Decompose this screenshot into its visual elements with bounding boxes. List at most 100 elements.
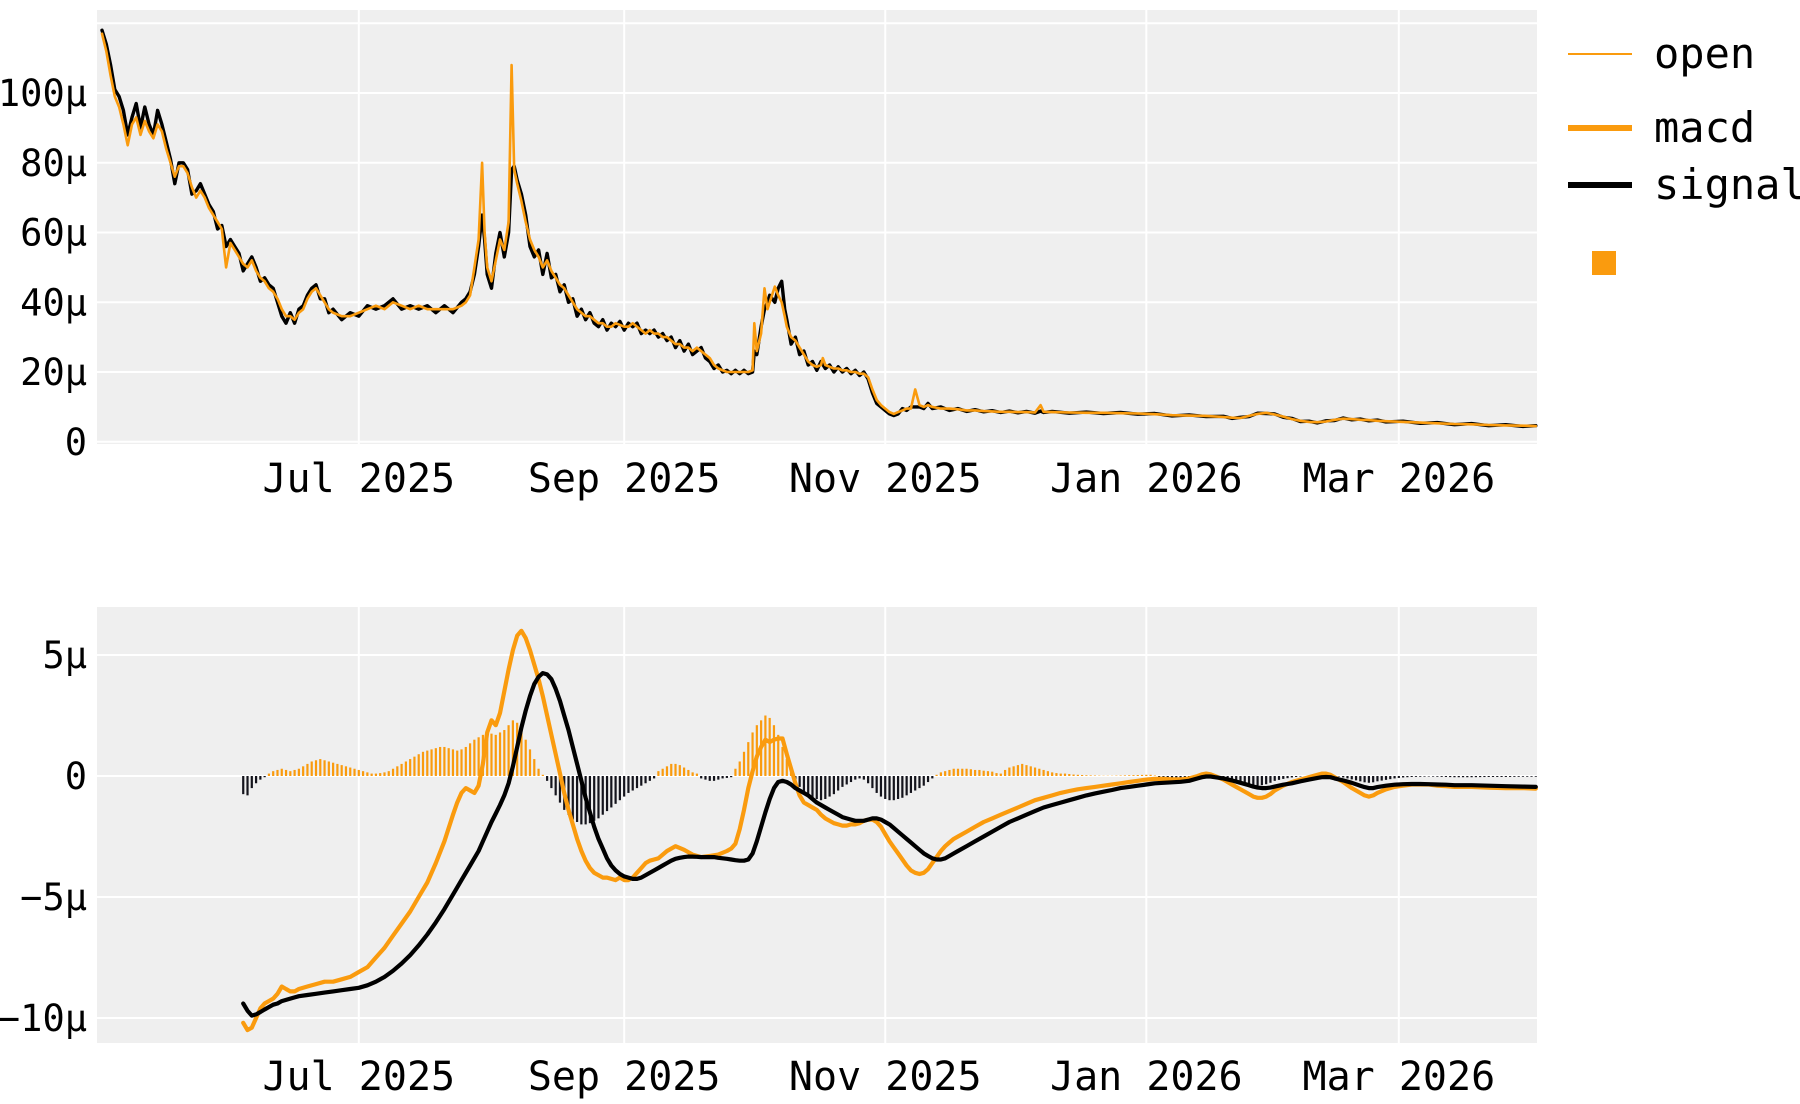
- macd-line-swatch-icon: [1568, 125, 1632, 131]
- y-tick-label: 60µ: [20, 212, 87, 255]
- histogram-bar-positive: [1055, 773, 1057, 776]
- histogram-bar-positive: [276, 770, 278, 776]
- histogram-bar-positive: [495, 735, 497, 776]
- histogram-bar-negative: [1415, 776, 1417, 777]
- histogram-bar-positive: [1034, 768, 1036, 776]
- histogram-bar-positive: [1145, 775, 1147, 776]
- histogram-bar-negative: [1372, 776, 1374, 782]
- histogram-bar-positive: [422, 752, 424, 776]
- histogram-bar-negative: [1500, 776, 1502, 777]
- histogram-bar-negative: [1453, 776, 1455, 777]
- histogram-bar-negative: [884, 776, 886, 799]
- histogram-bar-positive: [777, 735, 779, 776]
- histogram-bar-negative: [910, 776, 912, 793]
- histogram-bar-positive: [499, 732, 501, 776]
- histogram-bar-negative: [264, 776, 266, 777]
- histogram-bar-negative: [807, 776, 809, 795]
- histogram-bar-negative: [1278, 776, 1280, 780]
- histogram-bar-positive: [764, 716, 766, 777]
- histogram-bar-negative: [555, 776, 557, 795]
- histogram-bar-negative: [1393, 776, 1395, 778]
- histogram-bar-positive: [533, 759, 535, 776]
- histogram-bar-positive: [306, 764, 308, 776]
- histogram-bar-negative: [1406, 776, 1408, 777]
- histogram-bar-negative: [816, 776, 818, 799]
- histogram-bar-positive: [674, 764, 676, 776]
- histogram-bar-negative: [1274, 776, 1276, 781]
- histogram-bar-positive: [332, 763, 334, 776]
- histogram-bar-positive: [439, 747, 441, 776]
- histogram-bar-positive: [542, 775, 544, 776]
- histogram-bar-negative: [1479, 776, 1481, 777]
- open-line-swatch-icon: [1568, 53, 1632, 55]
- histogram-bar-positive: [396, 766, 398, 776]
- histogram-bar-positive: [662, 769, 664, 776]
- x-tick-label: Sep 2025: [528, 456, 721, 502]
- histogram-bar-negative: [722, 776, 724, 778]
- histogram-bar-positive: [409, 759, 411, 776]
- histogram-bar-negative: [623, 776, 625, 797]
- histogram-bar-negative: [1411, 776, 1413, 777]
- histogram-bar-positive: [1085, 775, 1087, 776]
- histogram-bar-negative: [1526, 776, 1528, 777]
- histogram-bar-positive: [670, 764, 672, 776]
- histogram-bar-negative: [572, 776, 574, 820]
- x-tick-label: Jan 2026: [1050, 456, 1243, 502]
- histogram-bar-positive: [401, 764, 403, 776]
- histogram-bar-negative: [1286, 776, 1288, 778]
- histogram-bar-positive: [443, 747, 445, 776]
- histogram-bar-negative: [837, 776, 839, 791]
- legend-item-open: open: [1568, 30, 1798, 78]
- x-tick-label: Mar 2026: [1303, 1054, 1496, 1100]
- histogram-bar-positive: [1064, 774, 1066, 776]
- histogram-bar-positive: [525, 740, 527, 776]
- histogram-bar-negative: [927, 776, 929, 782]
- histogram-bar-positive: [692, 772, 694, 776]
- chart-legend: open macd signal: [1568, 18, 1798, 287]
- histogram-bar-positive: [1077, 775, 1079, 776]
- histogram-bar-positive: [1124, 775, 1126, 776]
- histogram-bar-positive: [473, 740, 475, 776]
- histogram-bar-negative: [597, 776, 599, 818]
- histogram-bar-positive: [358, 770, 360, 776]
- histogram-bar-positive: [953, 769, 955, 776]
- legend-item-histogram: [1568, 239, 1798, 287]
- histogram-bar-negative: [602, 776, 604, 815]
- histogram-bar-positive: [285, 770, 287, 776]
- histogram-bar-negative: [1483, 776, 1485, 777]
- histogram-bar-negative: [619, 776, 621, 800]
- histogram-bar-positive: [413, 757, 415, 776]
- x-tick-label: Mar 2026: [1303, 456, 1496, 502]
- histogram-bar-positive: [743, 752, 745, 776]
- histogram-bar-positive: [747, 742, 749, 776]
- histogram-bar-positive: [734, 769, 736, 776]
- histogram-bar-positive: [1081, 775, 1083, 776]
- histogram-bar-negative: [632, 776, 634, 791]
- histogram-bar-negative: [1509, 776, 1511, 777]
- histogram-bar-negative: [1441, 776, 1443, 777]
- histogram-bar-negative: [700, 776, 702, 778]
- histogram-bar-negative: [906, 776, 908, 795]
- y-tick-label: 40µ: [20, 281, 87, 324]
- histogram-bar-positive: [1043, 770, 1045, 776]
- histogram-bar-positive: [366, 772, 368, 776]
- histogram-bar-positive: [1017, 765, 1019, 776]
- histogram-bar-negative: [841, 776, 843, 787]
- histogram-bar-positive: [781, 747, 783, 776]
- y-tick-label: 80µ: [20, 142, 87, 185]
- histogram-bar-negative: [1257, 776, 1259, 786]
- histogram-bar-negative: [1261, 776, 1263, 785]
- y-tick-label: 20µ: [20, 351, 87, 394]
- histogram-bar-positive: [268, 774, 270, 776]
- histogram-bar-negative: [610, 776, 612, 807]
- histogram-bar-negative: [1381, 776, 1383, 781]
- histogram-bar-positive: [353, 769, 355, 776]
- histogram-bar-positive: [1047, 771, 1049, 776]
- histogram-bar-negative: [615, 776, 617, 804]
- histogram-bar-negative: [1462, 776, 1464, 777]
- histogram-bar-negative: [863, 776, 865, 780]
- y-tick-label: −10µ: [0, 997, 87, 1040]
- histogram-bar-positive: [281, 769, 283, 776]
- histogram-bar-negative: [1471, 776, 1473, 777]
- histogram-bar-positive: [319, 759, 321, 776]
